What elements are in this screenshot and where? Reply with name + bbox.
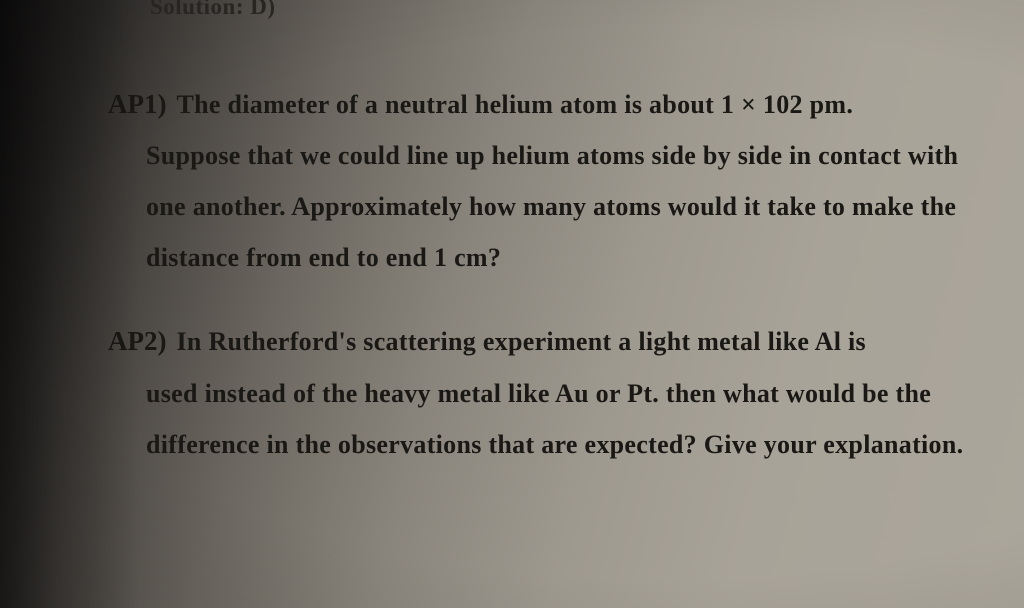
question-body: used instead of the heavy metal like Au … <box>90 369 984 470</box>
solution-fragment: Solution: D) <box>150 0 276 20</box>
question-first-line: The diameter of a neutral helium atom is… <box>176 90 853 119</box>
question-ap1: AP1) The diameter of a neutral helium at… <box>90 80 984 283</box>
question-body: Suppose that we could line up helium ato… <box>90 131 984 283</box>
question-label: AP1) <box>108 89 166 119</box>
question-ap2: AP2) In Rutherford's scattering experime… <box>90 317 984 470</box>
page-content: Solution: D) AP1) The diameter of a neut… <box>0 0 1024 608</box>
question-label: AP2) <box>108 326 166 356</box>
question-first-line: In Rutherford's scattering experiment a … <box>176 327 865 356</box>
question-first-row: AP1) The diameter of a neutral helium at… <box>90 80 984 129</box>
question-first-row: AP2) In Rutherford's scattering experime… <box>90 317 984 366</box>
